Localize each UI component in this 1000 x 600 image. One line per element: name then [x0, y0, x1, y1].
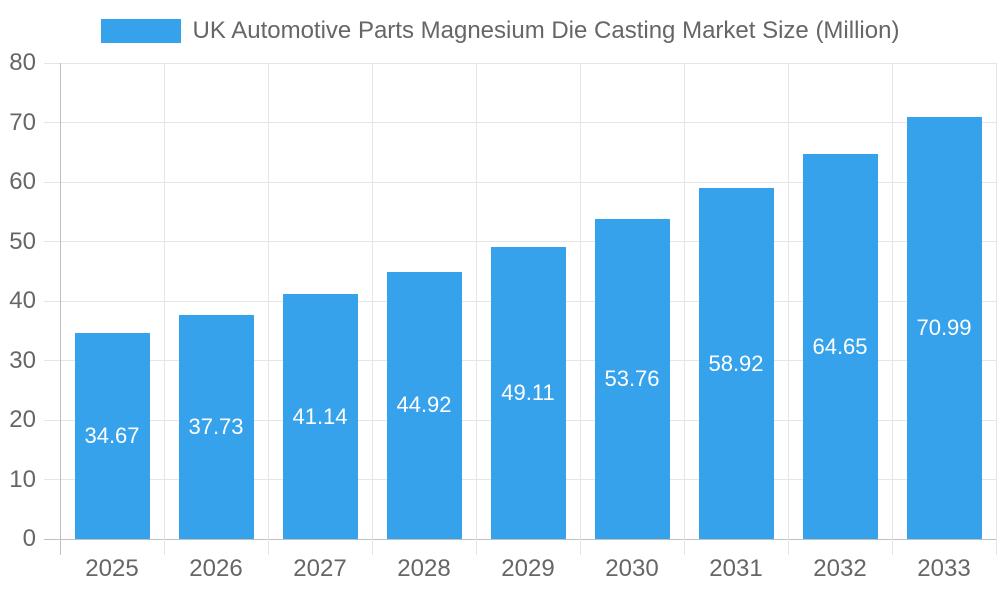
gridline-h: [44, 62, 996, 64]
x-axis-line: [44, 538, 996, 540]
gridline-v: [371, 63, 373, 555]
y-axis-line: [59, 63, 61, 555]
bar-value-label: 34.67: [84, 422, 140, 448]
bar-value-label: 64.65: [812, 333, 868, 359]
y-axis-label: 30: [9, 346, 36, 374]
bar-2028[interactable]: 44.92: [386, 271, 462, 539]
legend-label: UK Automotive Parts Magnesium Die Castin…: [192, 17, 900, 44]
bar-2030[interactable]: 53.76: [594, 219, 670, 539]
bar-value-label: 49.11: [501, 379, 555, 405]
gridline-h: [44, 122, 996, 123]
bar-2033[interactable]: 70.99: [906, 116, 982, 539]
y-axis-label: 0: [22, 525, 36, 552]
gridline-v: [163, 63, 165, 555]
bar-2029[interactable]: 49.11: [490, 246, 566, 539]
gridline-h: [44, 241, 996, 242]
x-axis-label: 2031: [709, 555, 763, 582]
gridline-v: [787, 63, 789, 555]
x-axis-label: 2032: [813, 555, 867, 582]
bar-value-label: 37.73: [188, 413, 244, 439]
gridline-v: [267, 63, 269, 555]
plot-area: 0 10 20 30 40 50 60 70 80 34.67 2025 37.73 2026 41.14…: [9, 51, 997, 581]
y-axis-label: 40: [9, 287, 36, 314]
bar-value-label: 58.92: [708, 350, 764, 376]
bar-value-label: 53.76: [604, 366, 660, 392]
gridline-v: [683, 63, 685, 555]
y-axis-label: 20: [9, 406, 36, 433]
y-axis-label: 50: [9, 227, 36, 255]
bar-value-label: 41.14: [292, 403, 348, 429]
x-axis-label: 2029: [501, 555, 555, 582]
bar-2026[interactable]: 37.73: [178, 314, 254, 539]
x-axis-label: 2028: [397, 555, 451, 582]
legend-swatch: [100, 19, 181, 43]
bar-value-label: 44.92: [396, 392, 452, 418]
gridline-v: [891, 63, 893, 555]
y-axis-label: 80: [9, 49, 36, 76]
x-axis-label: 2026: [189, 555, 243, 582]
y-axis-label: 70: [9, 108, 36, 136]
legend-item[interactable]: UK Automotive Parts Magnesium Die Castin…: [0, 18, 1000, 44]
gridline-h: [44, 181, 996, 183]
bar-2027[interactable]: 41.14: [282, 294, 358, 539]
x-axis-label: 2030: [605, 555, 659, 582]
gridline-v: [579, 63, 581, 555]
x-axis-label: 2027: [293, 555, 347, 582]
gridline-v: [995, 63, 997, 555]
y-axis-label: 60: [9, 168, 36, 195]
gridline-v: [475, 63, 477, 555]
y-axis-label: 10: [9, 465, 36, 493]
bar-value-label: 70.99: [916, 314, 972, 340]
x-axis-label: 2033: [917, 555, 971, 582]
bar-2032[interactable]: 64.65: [802, 154, 878, 539]
bar-2031[interactable]: 58.92: [698, 188, 774, 539]
x-axis-label: 2025: [85, 555, 139, 582]
bar-2025[interactable]: 34.67: [74, 332, 150, 539]
